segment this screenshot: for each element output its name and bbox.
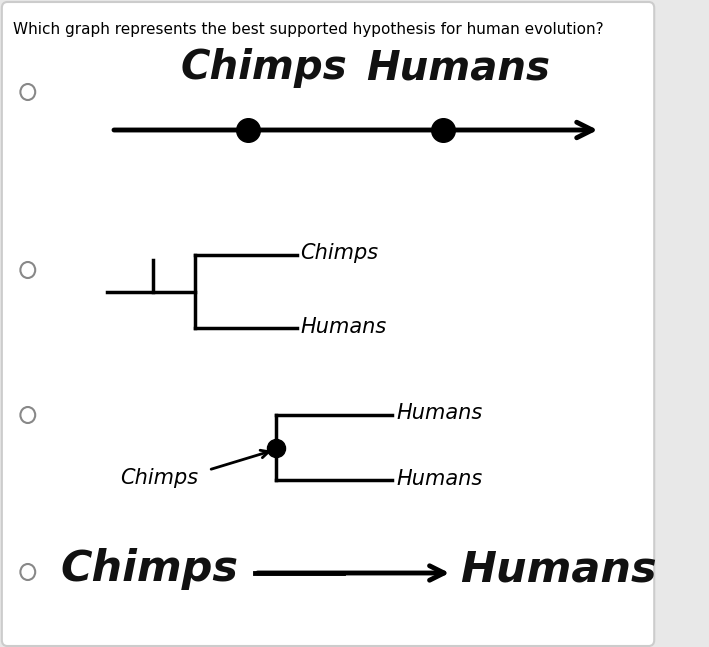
Text: Humans: Humans — [366, 48, 550, 88]
Text: Humans: Humans — [396, 403, 483, 423]
Text: Chimps: Chimps — [300, 243, 379, 263]
Circle shape — [21, 407, 35, 423]
Text: Chimps: Chimps — [121, 468, 199, 488]
Text: Humans: Humans — [396, 469, 483, 489]
Circle shape — [21, 262, 35, 278]
Circle shape — [21, 564, 35, 580]
Circle shape — [21, 84, 35, 100]
Text: Chimps: Chimps — [181, 48, 347, 88]
Text: Which graph represents the best supported hypothesis for human evolution?: Which graph represents the best supporte… — [13, 22, 603, 37]
Text: Humans: Humans — [459, 548, 657, 590]
Text: Humans: Humans — [300, 317, 386, 337]
Text: Chimps: Chimps — [60, 548, 238, 590]
FancyBboxPatch shape — [2, 2, 654, 646]
